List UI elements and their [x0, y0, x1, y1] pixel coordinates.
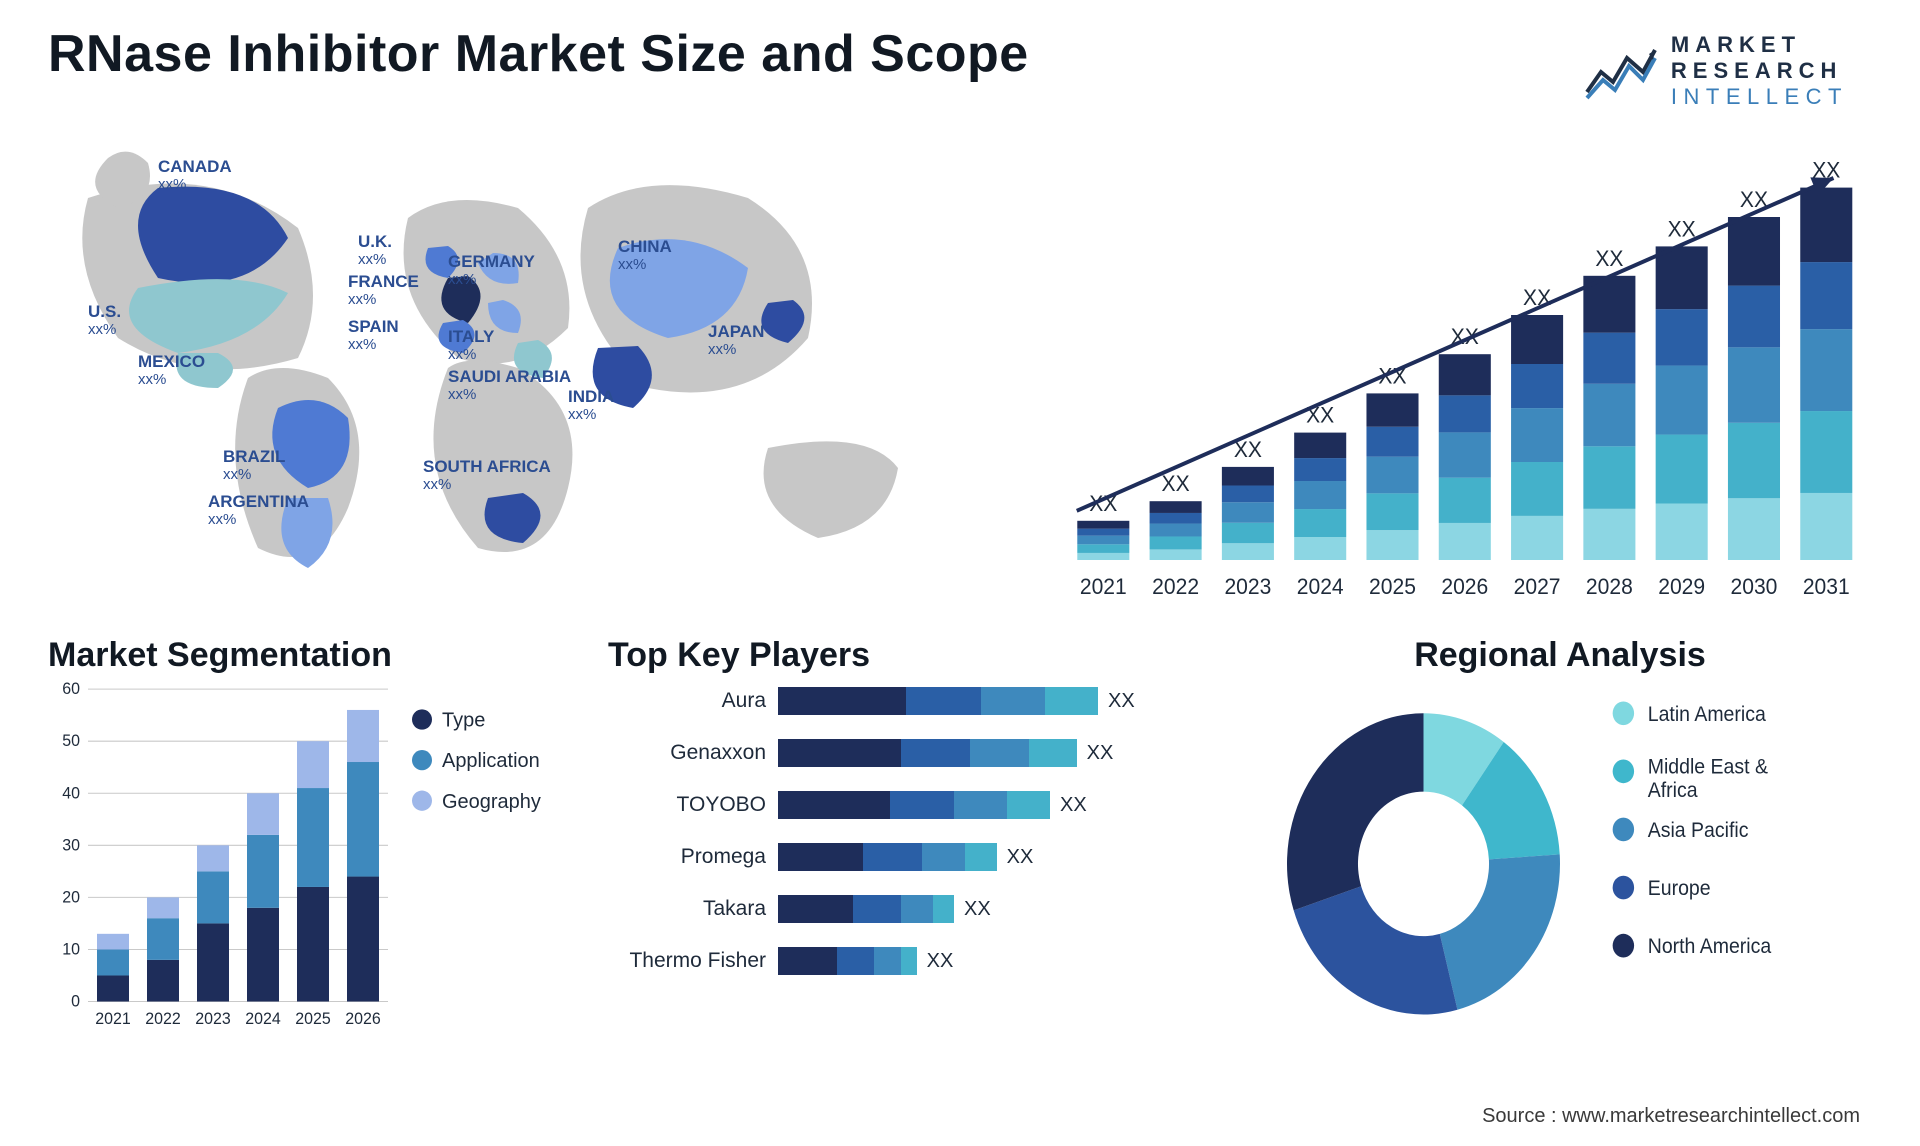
player-bar — [778, 739, 1077, 767]
player-value: XX — [1108, 690, 1135, 713]
players-title: Top Key Players — [608, 636, 1208, 675]
segmentation-svg: 0 10 20 30 40 50 60 2021 2022 2023 2024 2025 2026 Typ… — [48, 681, 568, 1036]
svg-text:2024: 2024 — [245, 1010, 281, 1028]
svg-text:2022: 2022 — [145, 1010, 181, 1028]
svg-text:40: 40 — [62, 784, 80, 802]
svg-text:2023: 2023 — [195, 1010, 231, 1028]
svg-text:2024: 2024 — [1297, 575, 1344, 600]
player-value: XX — [964, 898, 991, 921]
player-bar — [778, 791, 1050, 819]
player-bar — [778, 687, 1098, 715]
player-label: Takara — [608, 897, 778, 921]
svg-text:2023: 2023 — [1224, 575, 1271, 600]
svg-text:2022: 2022 — [1152, 575, 1199, 600]
player-label: Genaxxon — [608, 741, 778, 765]
map-label-canada: CANADAxx% — [158, 158, 232, 193]
player-label: Promega — [608, 845, 778, 869]
svg-text:2021: 2021 — [95, 1010, 131, 1028]
regional-svg: Latin America Middle East &Africa Asia Pac… — [1248, 681, 1872, 1036]
svg-text:10: 10 — [62, 940, 80, 958]
map-label-brazil: BRAZILxx% — [223, 448, 285, 483]
player-row-aura: Aura XX — [608, 681, 1208, 721]
player-bar — [778, 947, 917, 975]
map-label-france: FRANCExx% — [348, 273, 419, 308]
map-label-u-s-: U.S.xx% — [88, 303, 121, 338]
svg-text:Application: Application — [442, 750, 540, 772]
map-label-spain: SPAINxx% — [348, 318, 399, 353]
player-value: XX — [1087, 742, 1114, 765]
main-bar-panel: XX2021XX2022XX2023XX2024XX2025XX2026XX20… — [1048, 128, 1872, 608]
svg-text:Europe: Europe — [1648, 876, 1711, 900]
svg-text:2029: 2029 — [1658, 575, 1705, 600]
brand-logo-icon — [1585, 42, 1657, 100]
map-label-italy: ITALYxx% — [448, 328, 494, 363]
player-label: Aura — [608, 689, 778, 713]
player-value: XX — [927, 950, 954, 973]
svg-text:2030: 2030 — [1731, 575, 1778, 600]
regional-title: Regional Analysis — [1248, 636, 1872, 675]
brand-block: MARKET RESEARCH INTELLECT — [1585, 32, 1848, 110]
brand-line-2: RESEARCH — [1671, 58, 1848, 84]
svg-text:Geography: Geography — [442, 791, 542, 813]
map-label-india: INDIAxx% — [568, 388, 614, 423]
player-row-toyobo: TOYOBO XX — [608, 785, 1208, 825]
svg-text:Type: Type — [442, 710, 485, 732]
svg-text:2021: 2021 — [1080, 575, 1127, 600]
main-bar-svg: XX2021XX2022XX2023XX2024XX2025XX2026XX20… — [1048, 128, 1872, 608]
svg-text:Middle East &Africa: Middle East &Africa — [1648, 755, 1769, 803]
map-label-south-africa: SOUTH AFRICAxx% — [423, 458, 551, 493]
svg-text:XX: XX — [1595, 246, 1623, 271]
player-bar — [778, 843, 997, 871]
world-map-panel: CANADAxx% U.S.xx% MEXICOxx% BRAZILxx% ARGENT… — [48, 128, 1008, 608]
svg-text:XX: XX — [1668, 217, 1696, 242]
map-label-japan: JAPANxx% — [708, 323, 764, 358]
svg-text:2026: 2026 — [345, 1010, 381, 1028]
svg-text:2031: 2031 — [1803, 575, 1850, 600]
player-row-promega: Promega XX — [608, 837, 1208, 877]
svg-text:2025: 2025 — [295, 1010, 331, 1028]
player-value: XX — [1060, 794, 1087, 817]
player-label: Thermo Fisher — [608, 949, 778, 973]
player-value: XX — [1007, 846, 1034, 869]
player-row-genaxxon: Genaxxon XX — [608, 733, 1208, 773]
brand-line-1: MARKET — [1671, 32, 1848, 58]
svg-text:XX: XX — [1162, 472, 1190, 497]
svg-text:Asia Pacific: Asia Pacific — [1648, 818, 1749, 842]
svg-text:2028: 2028 — [1586, 575, 1633, 600]
map-label-saudi-arabia: SAUDI ARABIAxx% — [448, 368, 571, 403]
player-bar — [778, 895, 954, 923]
svg-text:2027: 2027 — [1514, 575, 1561, 600]
svg-text:Latin America: Latin America — [1648, 702, 1767, 726]
map-label-u-k-: U.K.xx% — [358, 233, 392, 268]
svg-text:2026: 2026 — [1441, 575, 1488, 600]
map-label-china: CHINAxx% — [618, 238, 672, 273]
player-label: TOYOBO — [608, 793, 778, 817]
map-label-germany: GERMANYxx% — [448, 253, 535, 288]
svg-text:2025: 2025 — [1369, 575, 1416, 600]
map-label-argentina: ARGENTINAxx% — [208, 493, 309, 528]
source-line: Source : www.marketresearchintellect.com — [1482, 1105, 1860, 1128]
brand-line-3: INTELLECT — [1671, 84, 1848, 110]
player-row-thermo-fisher: Thermo Fisher XX — [608, 941, 1208, 981]
svg-text:0: 0 — [71, 992, 80, 1010]
svg-text:60: 60 — [62, 681, 80, 698]
segmentation-title: Market Segmentation — [48, 636, 568, 675]
svg-text:50: 50 — [62, 732, 80, 750]
svg-text:North America: North America — [1648, 934, 1772, 958]
svg-text:20: 20 — [62, 888, 80, 906]
map-label-mexico: MEXICOxx% — [138, 353, 205, 388]
segmentation-chart: 0 10 20 30 40 50 60 2021 2022 2023 2024 2025 2026 Typ… — [48, 681, 568, 1036]
player-row-takara: Takara XX — [608, 889, 1208, 929]
svg-text:30: 30 — [62, 836, 80, 854]
regional-chart: Latin America Middle East &Africa Asia Pac… — [1248, 681, 1872, 1036]
players-chart: Aura XX Genaxxon XX TOYOBO XX Promega XX Takara X… — [608, 681, 1208, 1036]
